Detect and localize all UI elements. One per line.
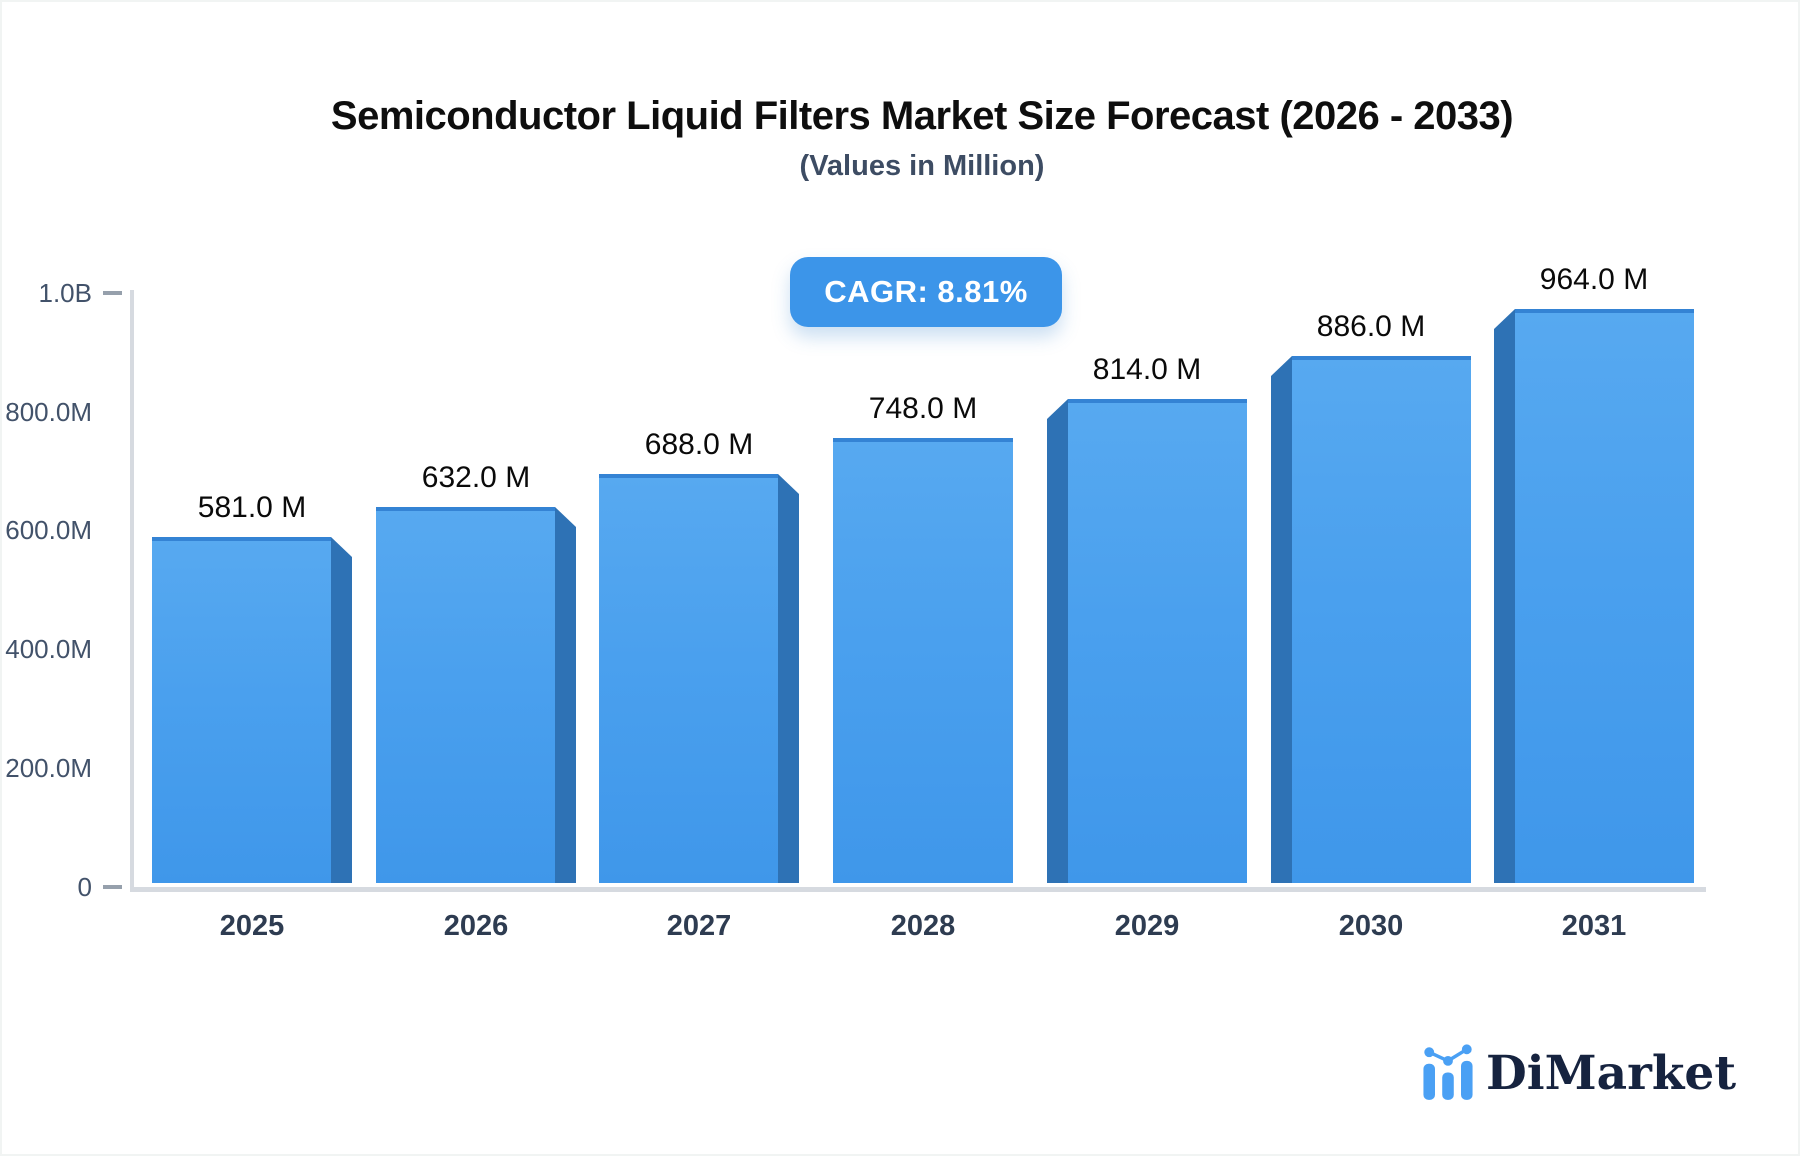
bar-3d-side xyxy=(331,537,352,883)
x-tick-label: 2029 xyxy=(1114,910,1180,942)
bar-face xyxy=(376,507,555,883)
y-tick-label: 400.0M xyxy=(5,634,92,664)
x-tick-label: 2028 xyxy=(890,910,956,942)
x-tick-label: 2026 xyxy=(443,910,509,942)
bar-face xyxy=(833,438,1013,883)
bar-3d-side xyxy=(555,507,576,883)
cagr-badge: CAGR: 8.81% xyxy=(790,257,1062,327)
bar-3d-side xyxy=(1494,309,1515,883)
bar-3d-side xyxy=(1047,399,1068,883)
bar-value-label: 581.0 M xyxy=(197,491,307,524)
y-tick-mark-0 xyxy=(103,885,122,889)
y-tick-label: 0 xyxy=(77,872,92,902)
bar-value-label: 688.0 M xyxy=(644,428,754,461)
cagr-badge-label: CAGR: 8.81% xyxy=(824,274,1028,309)
bar-3d-side xyxy=(1271,356,1292,883)
page-title: Semiconductor Liquid Filters Market Size… xyxy=(330,94,1514,138)
y-tick-label: 800.0M xyxy=(5,397,92,427)
y-tick-label: 600.0M xyxy=(5,515,92,545)
bar-value-label: 814.0 M xyxy=(1092,353,1202,386)
bar-face xyxy=(152,537,331,883)
bar-face xyxy=(1292,356,1471,883)
x-tick-label: 2025 xyxy=(219,910,285,942)
bar-face xyxy=(1515,309,1694,883)
bar-value-label: 886.0 M xyxy=(1316,310,1426,343)
y-axis-line xyxy=(130,290,134,889)
bar-value-label: 632.0 M xyxy=(421,461,531,494)
x-tick-label: 2031 xyxy=(1561,910,1627,942)
x-axis-baseline xyxy=(130,887,1706,892)
bar-value-label: 964.0 M xyxy=(1539,263,1649,296)
x-tick-label: 2027 xyxy=(666,910,732,942)
y-tick-label: 1.0B xyxy=(38,278,93,308)
page-subtitle: (Values in Million) xyxy=(799,150,1045,182)
x-tick-label: 2030 xyxy=(1338,910,1404,942)
y-tick-mark-1b xyxy=(103,291,122,295)
bar-face xyxy=(599,474,778,883)
bar-3d-side xyxy=(778,474,799,883)
y-tick-label: 200.0M xyxy=(5,753,92,783)
bar-value-label: 748.0 M xyxy=(868,392,978,425)
logo-text: DiMarket xyxy=(1486,1046,1737,1101)
bar-line-chart-icon xyxy=(1423,1044,1473,1100)
dimarket-logo: DiMarket xyxy=(1422,1042,1736,1100)
bar-face xyxy=(1068,399,1247,883)
